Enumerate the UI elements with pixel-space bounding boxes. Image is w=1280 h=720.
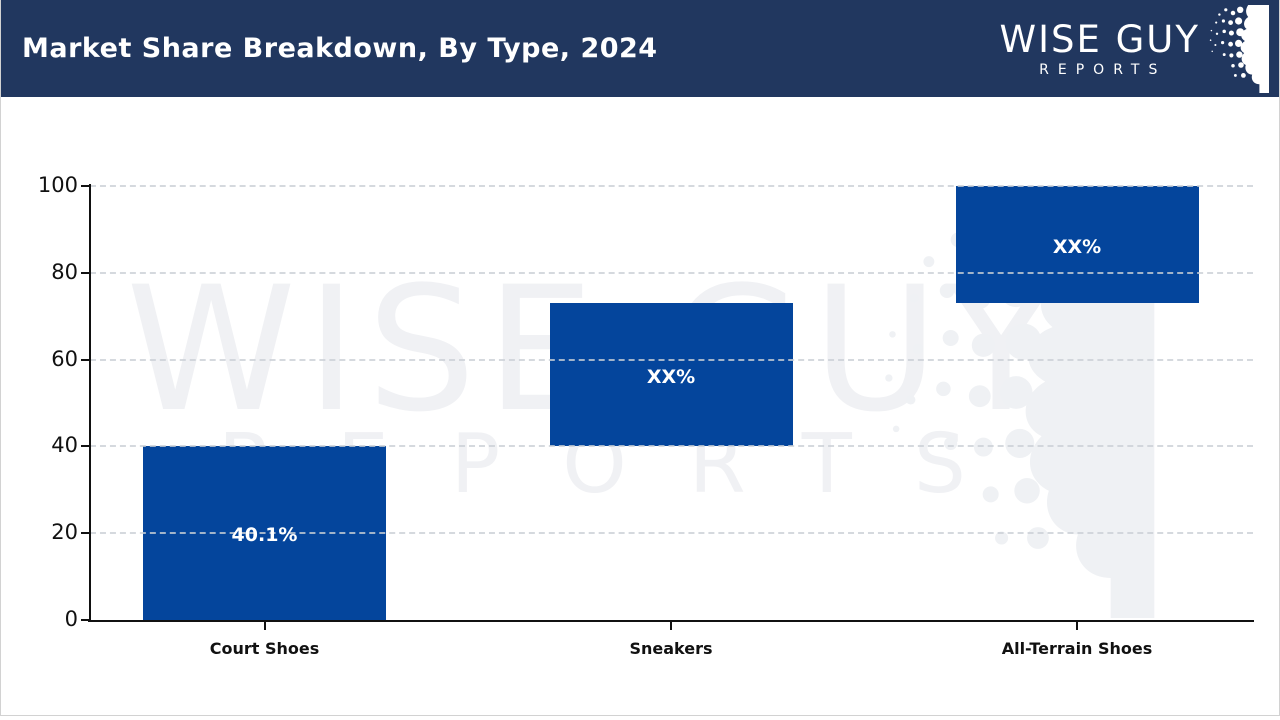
bar-value-label-court-shoes: 40.1% [231,523,298,546]
y-axis-line [89,184,91,622]
logo-reports-label: REPORTS [1039,61,1167,78]
x-tick-mark [1076,622,1078,630]
gridline-80 [90,271,1253,274]
y-tick-mark [81,619,89,621]
gridline-40 [90,445,1253,448]
bar-value-label-sneakers: XX% [646,365,696,388]
y-tick-mark [81,445,89,448]
bar-value-label-all-terrain-shoes: XX% [1052,235,1102,258]
y-tick-mark [81,185,89,187]
wiseguy-reports-logo: WISE GUY REPORTS [1000,4,1272,94]
x-tick-mark [670,622,672,630]
y-tick-label-100: 100 [37,173,78,197]
x-axis-line [88,620,1254,622]
logo-wiseguy-label: WISE GUY [999,18,1200,62]
y-tick-mark [81,532,89,535]
y-tick-label-0: 0 [64,607,78,631]
gridline-60 [90,358,1253,361]
gridline-20 [90,532,1253,535]
bar-sneakers [549,303,793,446]
y-tick-mark [81,271,89,274]
x-axis-label-all-terrain-shoes: All-Terrain Shoes [1001,639,1153,658]
y-tick-label-60: 60 [51,346,78,371]
y-tick-label-40: 40 [51,433,78,458]
header-bar: Market Share Breakdown, By Type, 2024 WI… [0,0,1280,97]
x-axis-label-sneakers: Sneakers [629,639,713,658]
x-tick-mark [263,622,266,630]
y-tick-label-80: 80 [51,259,78,284]
gridline-100 [90,185,1253,187]
x-axis-label-court-shoes: Court Shoes [209,639,320,658]
y-tick-mark [81,358,89,361]
chart-title: Market Share Breakdown, By Type, 2024 [22,33,658,64]
y-tick-label-20: 20 [51,520,78,545]
logo-text: WISE GUY REPORTS [999,18,1200,78]
